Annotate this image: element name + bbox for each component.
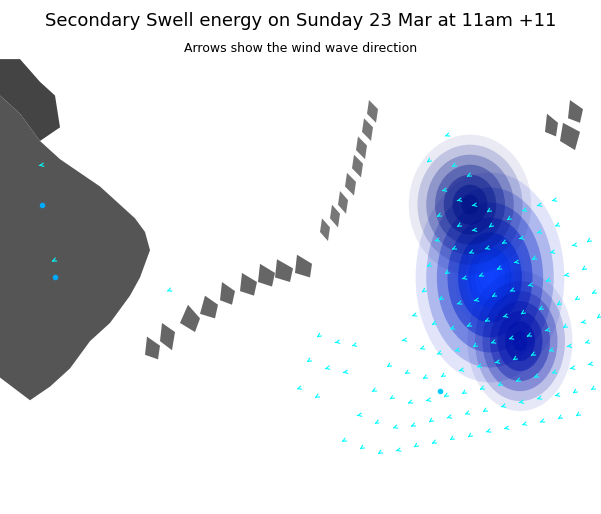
Ellipse shape [475, 281, 565, 401]
Polygon shape [356, 136, 367, 159]
Polygon shape [240, 273, 257, 296]
Ellipse shape [458, 232, 522, 322]
Polygon shape [560, 123, 580, 150]
Ellipse shape [448, 217, 532, 338]
Polygon shape [367, 100, 378, 123]
Ellipse shape [453, 185, 487, 225]
Polygon shape [220, 282, 235, 305]
Ellipse shape [505, 321, 535, 361]
Ellipse shape [418, 144, 522, 265]
Polygon shape [320, 218, 330, 241]
Polygon shape [145, 337, 160, 359]
Ellipse shape [480, 263, 500, 292]
Polygon shape [200, 296, 218, 318]
Ellipse shape [480, 263, 501, 292]
Polygon shape [258, 264, 275, 287]
Ellipse shape [468, 271, 573, 411]
Ellipse shape [409, 135, 531, 274]
Ellipse shape [460, 232, 520, 322]
Text: Arrows show the wind wave direction: Arrows show the wind wave direction [184, 42, 417, 55]
Ellipse shape [485, 270, 495, 285]
Ellipse shape [498, 311, 543, 371]
Polygon shape [338, 191, 348, 214]
Polygon shape [362, 118, 373, 141]
Ellipse shape [426, 155, 514, 254]
Ellipse shape [455, 225, 525, 330]
Ellipse shape [461, 195, 479, 215]
Ellipse shape [483, 291, 558, 391]
Polygon shape [330, 205, 340, 227]
Text: Secondary Swell energy on Sunday 23 Mar at 11am +11: Secondary Swell energy on Sunday 23 Mar … [45, 12, 556, 30]
Polygon shape [352, 155, 363, 177]
Ellipse shape [490, 301, 550, 381]
Ellipse shape [513, 331, 528, 351]
Polygon shape [295, 255, 312, 278]
Polygon shape [0, 59, 60, 141]
Ellipse shape [444, 175, 496, 235]
Polygon shape [160, 323, 175, 350]
Polygon shape [568, 100, 583, 123]
Polygon shape [180, 305, 200, 332]
Polygon shape [345, 173, 356, 196]
Ellipse shape [437, 203, 543, 353]
Ellipse shape [416, 173, 564, 382]
Polygon shape [545, 114, 558, 136]
Ellipse shape [475, 255, 505, 300]
Ellipse shape [426, 188, 554, 368]
Ellipse shape [470, 247, 510, 307]
Ellipse shape [465, 240, 515, 315]
Ellipse shape [469, 247, 511, 307]
Polygon shape [0, 59, 150, 400]
Ellipse shape [435, 164, 505, 245]
Polygon shape [275, 259, 293, 282]
